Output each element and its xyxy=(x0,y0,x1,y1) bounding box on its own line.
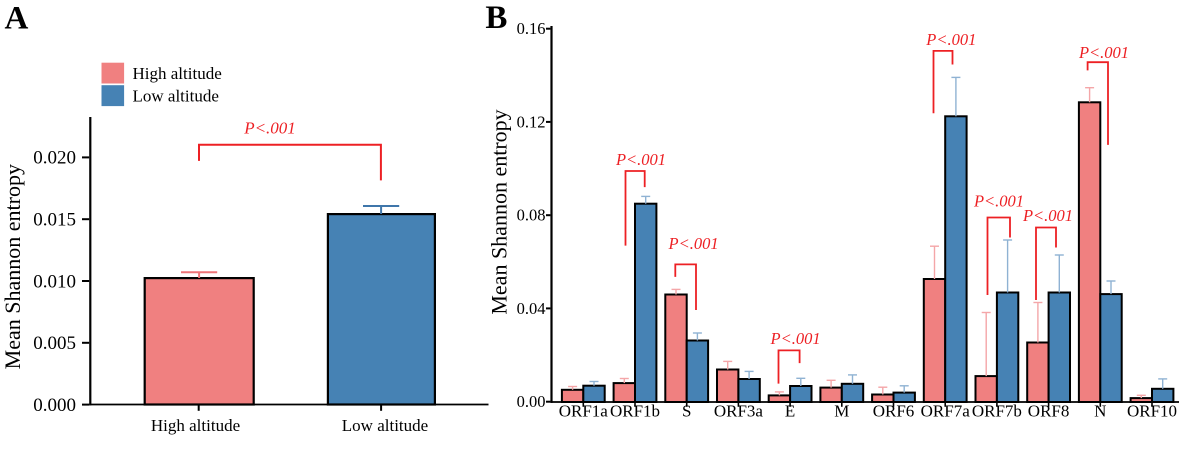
svg-text:B: B xyxy=(485,0,507,36)
svg-text:ORF3a: ORF3a xyxy=(714,402,764,421)
svg-text:ORF10: ORF10 xyxy=(1127,402,1177,421)
svg-text:Mean Shannon entropy: Mean Shannon entropy xyxy=(0,164,25,369)
svg-text:E: E xyxy=(785,402,795,421)
svg-text:P<.001: P<.001 xyxy=(925,30,976,49)
svg-text:ORF6: ORF6 xyxy=(873,402,915,421)
svg-text:0.04: 0.04 xyxy=(517,299,546,318)
svg-text:ORF7b: ORF7b xyxy=(972,402,1022,421)
svg-text:Mean Shannon entropy: Mean Shannon entropy xyxy=(487,109,512,314)
svg-text:P<.001: P<.001 xyxy=(1022,206,1073,225)
svg-text:N: N xyxy=(1094,402,1106,421)
svg-text:0.005: 0.005 xyxy=(33,333,76,354)
svg-text:ORF7a: ORF7a xyxy=(921,402,971,421)
svg-text:0.015: 0.015 xyxy=(33,210,76,231)
svg-text:High altitude: High altitude xyxy=(151,416,240,435)
svg-text:A: A xyxy=(5,0,29,36)
svg-text:P<.001: P<.001 xyxy=(973,192,1024,211)
svg-text:0.16: 0.16 xyxy=(517,19,546,38)
svg-text:M: M xyxy=(834,402,849,421)
svg-text:0.020: 0.020 xyxy=(33,148,76,169)
svg-text:0.12: 0.12 xyxy=(517,112,546,131)
svg-text:0.08: 0.08 xyxy=(517,206,546,225)
svg-text:ORF1a: ORF1a xyxy=(559,402,609,421)
svg-text:P<.001: P<.001 xyxy=(770,329,821,348)
svg-text:0.010: 0.010 xyxy=(33,271,76,292)
svg-text:S: S xyxy=(682,402,691,421)
svg-text:Low altitude: Low altitude xyxy=(342,416,428,435)
svg-text:P<.001: P<.001 xyxy=(1078,43,1129,62)
svg-text:P<.001: P<.001 xyxy=(243,119,296,138)
svg-text:High altitude: High altitude xyxy=(133,64,222,83)
svg-text:Low altitude: Low altitude xyxy=(133,87,219,106)
svg-text:0.000: 0.000 xyxy=(33,395,76,416)
svg-text:ORF8: ORF8 xyxy=(1028,402,1070,421)
svg-text:P<.001: P<.001 xyxy=(668,234,719,253)
svg-text:ORF1b: ORF1b xyxy=(610,402,660,421)
svg-text:0.00: 0.00 xyxy=(517,392,546,411)
svg-text:P<.001: P<.001 xyxy=(615,150,666,169)
